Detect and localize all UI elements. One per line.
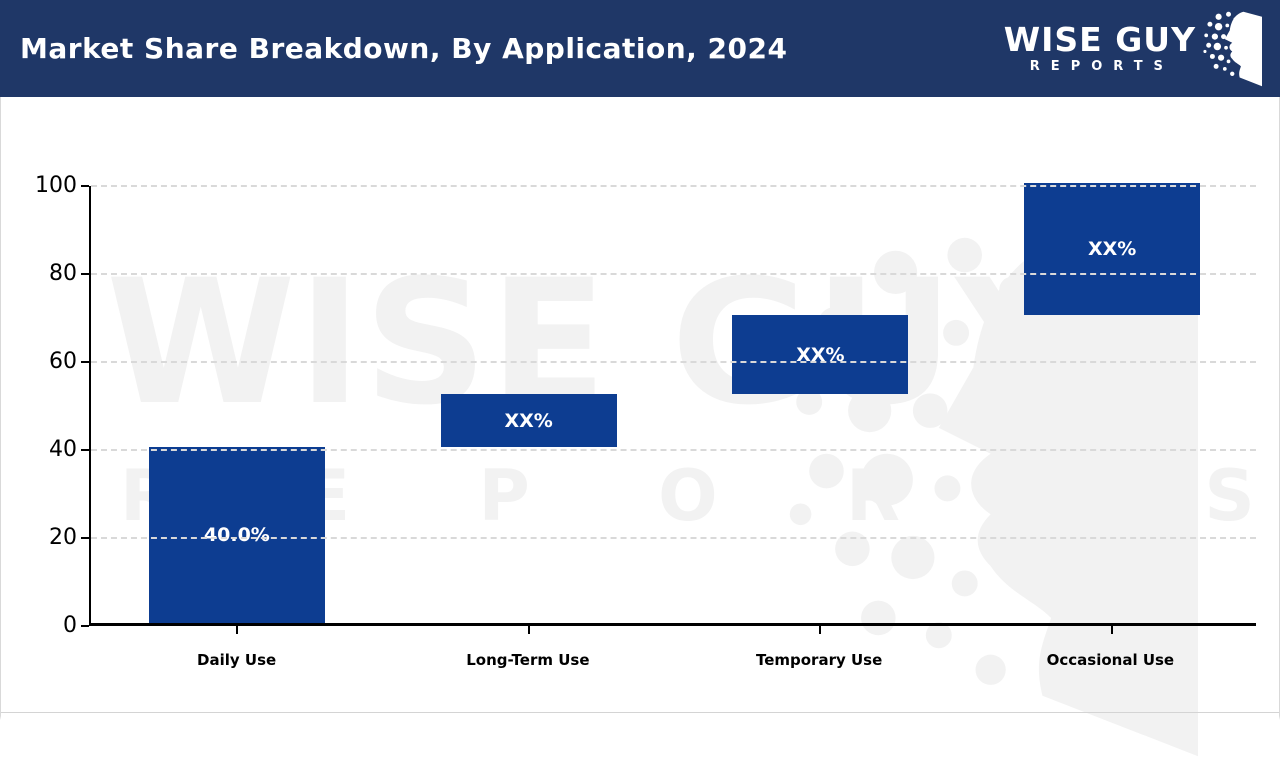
y-tick-mark	[81, 361, 89, 363]
bar-temporary-use: XX%	[732, 315, 909, 395]
gridline-40	[91, 449, 1256, 451]
report-page: Market Share Breakdown, By Application, …	[0, 0, 1280, 720]
bar-label: XX%	[504, 409, 553, 432]
y-tick-label: 20	[49, 525, 77, 550]
gridline-60	[91, 361, 1256, 363]
y-tick-label: 40	[49, 437, 77, 462]
bar-label: 40.0%	[203, 524, 270, 546]
bar-long-term-use: XX%	[440, 394, 617, 447]
category-label: Daily Use	[197, 651, 277, 669]
x-tick-mark	[527, 626, 530, 634]
bar-daily-use: 40.0%	[148, 447, 325, 623]
y-tick-mark	[81, 449, 89, 451]
y-tick-mark	[81, 273, 89, 275]
brand-logo-text: WISE GUY REPORTS	[1003, 19, 1196, 75]
chart-canvas: WISE GUY R E P O R T S 0 20 40 60 80 100 40.0%…	[0, 97, 1280, 720]
y-tick-label: 100	[35, 173, 77, 198]
page-title: Market Share Breakdown, By Application, …	[20, 32, 788, 65]
bar-label: XX%	[796, 343, 845, 366]
y-tick-label: 0	[63, 613, 77, 638]
plot-area: 0 20 40 60 80 100 40.0% Daily Use XX% Long-Term U…	[35, 173, 1256, 669]
y-tick-label: 80	[49, 261, 77, 286]
y-tick-label: 60	[49, 349, 77, 374]
gridline-80	[91, 273, 1256, 275]
y-tick-mark	[81, 625, 89, 627]
category-label: Temporary Use	[755, 651, 883, 669]
bar-label: XX%	[1087, 238, 1137, 260]
header: Market Share Breakdown, By Application, …	[0, 0, 1280, 97]
brand-logo: WISE GUY REPORTS	[1004, 9, 1262, 89]
dotted-head-icon	[1200, 9, 1262, 89]
bar-occasional-use: XX%	[1024, 183, 1201, 315]
gridline-100	[91, 185, 1256, 187]
x-tick-mark	[235, 626, 238, 634]
category-label: Occasional Use	[1046, 651, 1175, 669]
y-tick-mark	[81, 537, 89, 539]
x-tick-mark	[1111, 626, 1114, 634]
x-tick-mark	[819, 626, 822, 634]
gridline-20	[91, 537, 1256, 539]
logo-wordmark: WISE GUY	[1003, 19, 1196, 59]
logo-subtext: REPORTS	[1029, 59, 1174, 75]
y-tick-mark	[81, 185, 89, 187]
category-label: Long-Term Use	[466, 651, 590, 669]
